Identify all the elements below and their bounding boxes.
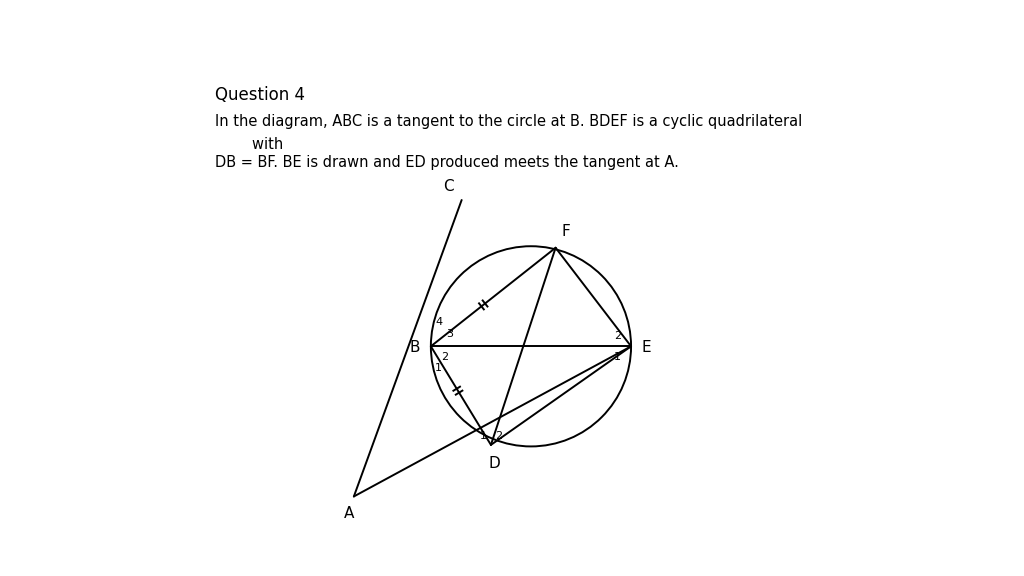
- Text: DB = BF. BE is drawn and ED produced meets the tangent at A.: DB = BF. BE is drawn and ED produced mee…: [215, 156, 679, 170]
- Text: with: with: [215, 137, 284, 152]
- Text: C: C: [443, 179, 454, 194]
- Text: 2: 2: [495, 431, 502, 441]
- Text: 1: 1: [479, 431, 486, 441]
- Text: 2: 2: [441, 352, 449, 362]
- Text: D: D: [488, 456, 500, 471]
- Text: 3: 3: [445, 329, 453, 339]
- Text: 1: 1: [613, 352, 621, 362]
- Text: F: F: [562, 223, 570, 238]
- Text: 4: 4: [435, 317, 442, 327]
- Text: B: B: [410, 340, 420, 355]
- Text: A: A: [344, 506, 354, 521]
- Text: Question 4: Question 4: [215, 86, 305, 104]
- Text: 2: 2: [613, 331, 621, 340]
- Text: In the diagram, ABC is a tangent to the circle at B. BDEF is a cyclic quadrilate: In the diagram, ABC is a tangent to the …: [215, 114, 803, 129]
- Text: 1: 1: [435, 363, 442, 373]
- Text: E: E: [642, 340, 651, 355]
